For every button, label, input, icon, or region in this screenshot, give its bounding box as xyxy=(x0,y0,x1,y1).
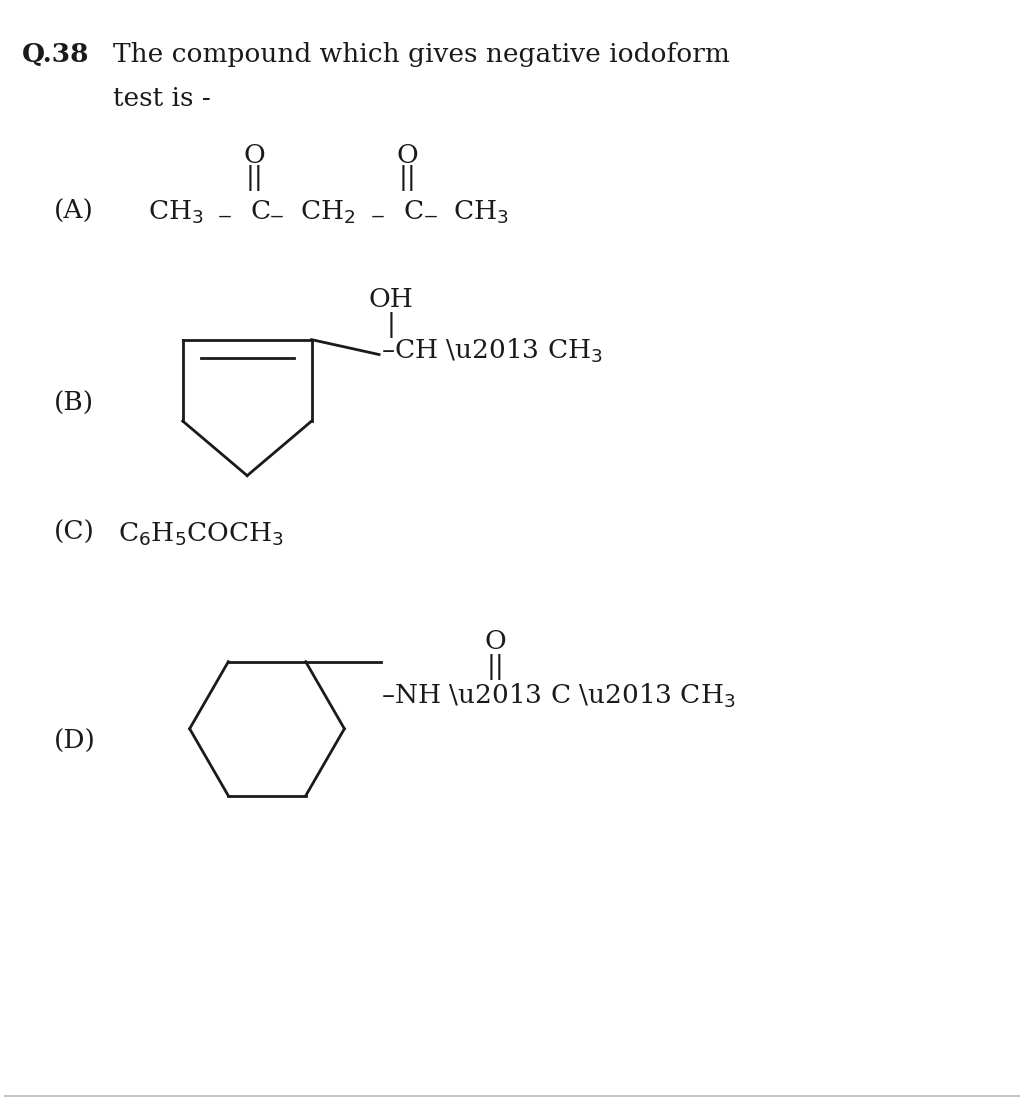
Text: –: – xyxy=(371,202,385,229)
Text: C: C xyxy=(250,199,270,224)
Text: ||: || xyxy=(245,165,263,191)
Text: CH$_3$: CH$_3$ xyxy=(454,199,509,226)
Text: OH: OH xyxy=(369,287,414,312)
Text: –: – xyxy=(217,202,231,229)
Text: –: – xyxy=(270,202,284,229)
Text: (B): (B) xyxy=(53,391,94,416)
Text: O: O xyxy=(397,143,419,168)
Text: ||: || xyxy=(399,165,417,191)
Text: The compound which gives negative iodoform: The compound which gives negative iodofo… xyxy=(114,41,730,67)
Text: –: – xyxy=(424,202,437,229)
Text: O: O xyxy=(244,143,265,168)
Text: Q.38: Q.38 xyxy=(23,41,89,67)
Text: CH$_2$: CH$_2$ xyxy=(300,199,355,226)
Text: CH$_3$: CH$_3$ xyxy=(148,199,204,226)
Text: C: C xyxy=(403,199,424,224)
Text: C$_6$H$_5$COCH$_3$: C$_6$H$_5$COCH$_3$ xyxy=(118,520,285,548)
Text: ||: || xyxy=(486,654,504,680)
Text: |: | xyxy=(386,312,395,338)
Text: test is -: test is - xyxy=(114,86,211,111)
Text: (D): (D) xyxy=(53,729,95,754)
Text: O: O xyxy=(484,629,506,654)
Text: –NH \u2013 C \u2013 CH$_3$: –NH \u2013 C \u2013 CH$_3$ xyxy=(381,681,735,710)
Text: –CH \u2013 CH$_3$: –CH \u2013 CH$_3$ xyxy=(381,337,603,366)
Text: (C): (C) xyxy=(53,520,94,546)
Text: (A): (A) xyxy=(53,199,93,224)
